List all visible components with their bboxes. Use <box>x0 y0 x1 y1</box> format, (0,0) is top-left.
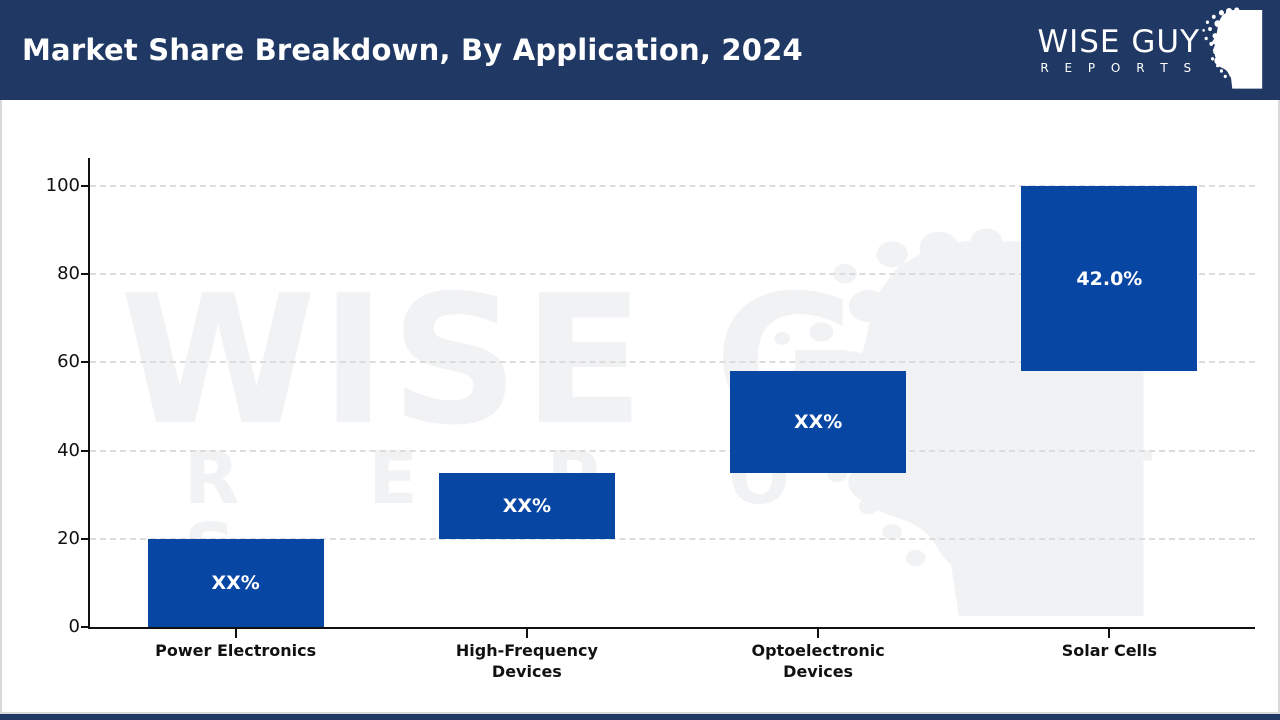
xtick-mark <box>525 629 528 638</box>
xtick-mark <box>1108 629 1111 638</box>
category-label: Power Electronics <box>155 641 317 660</box>
wiseguy-logo: WISE GUY R E P O R T S <box>1037 6 1266 94</box>
xtick-mark <box>817 629 820 638</box>
ytick-mark-100 <box>81 185 90 187</box>
gridline-y80 <box>90 273 1255 276</box>
header-bar: Market Share Breakdown, By Application, … <box>0 0 1280 100</box>
category-label: High-Frequency Devices <box>455 641 598 681</box>
gridline-y40 <box>90 449 1255 452</box>
chart-area: WISE GUY R E P O R T S 020406080100XX%Po… <box>0 100 1280 714</box>
bar-value-label: XX% <box>793 410 843 433</box>
footer-bar <box>0 714 1280 720</box>
bar-value-label: 42.0% <box>1076 267 1143 290</box>
bar-value-label: XX% <box>502 494 552 517</box>
ytick-mark-20 <box>81 537 90 540</box>
logo-sub-text: R E P O R T S <box>1040 60 1198 75</box>
logo-brand-text: WISE GUY <box>1037 23 1200 60</box>
gridline-y100 <box>90 185 1255 187</box>
ytick-label-40: 40 <box>57 439 80 461</box>
ytick-label-0: 0 <box>68 616 80 637</box>
category-label: Solar Cells <box>1061 641 1158 660</box>
ytick-mark-0 <box>81 626 90 628</box>
bar-segment <box>147 538 324 627</box>
gridline-y20 <box>90 537 1255 540</box>
ytick-mark-60 <box>81 361 90 364</box>
waterfall-chart: 0 20 40 60 80 100 XX% Power Electronics XX% High-… <box>2 100 1278 712</box>
ytick-label-100: 100 <box>45 175 80 196</box>
ytick-mark-80 <box>81 273 90 276</box>
gridline-y60 <box>90 361 1255 364</box>
logo-dotface-icon <box>1202 7 1263 89</box>
ytick-mark-40 <box>81 449 90 452</box>
y-axis-line <box>88 158 90 629</box>
xtick-mark <box>234 629 237 638</box>
page-title: Market Share Breakdown, By Application, … <box>22 33 803 67</box>
bar-value-label: XX% <box>211 571 260 594</box>
x-axis-line <box>88 627 1255 629</box>
bar-segment <box>438 472 615 539</box>
ytick-label-60: 60 <box>57 351 80 373</box>
ytick-label-80: 80 <box>57 263 80 285</box>
category-label: Optoelectronic Devices <box>751 641 885 681</box>
ytick-label-20: 20 <box>57 527 80 549</box>
logo-text: WISE GUY R E P O R T S <box>1037 23 1200 75</box>
